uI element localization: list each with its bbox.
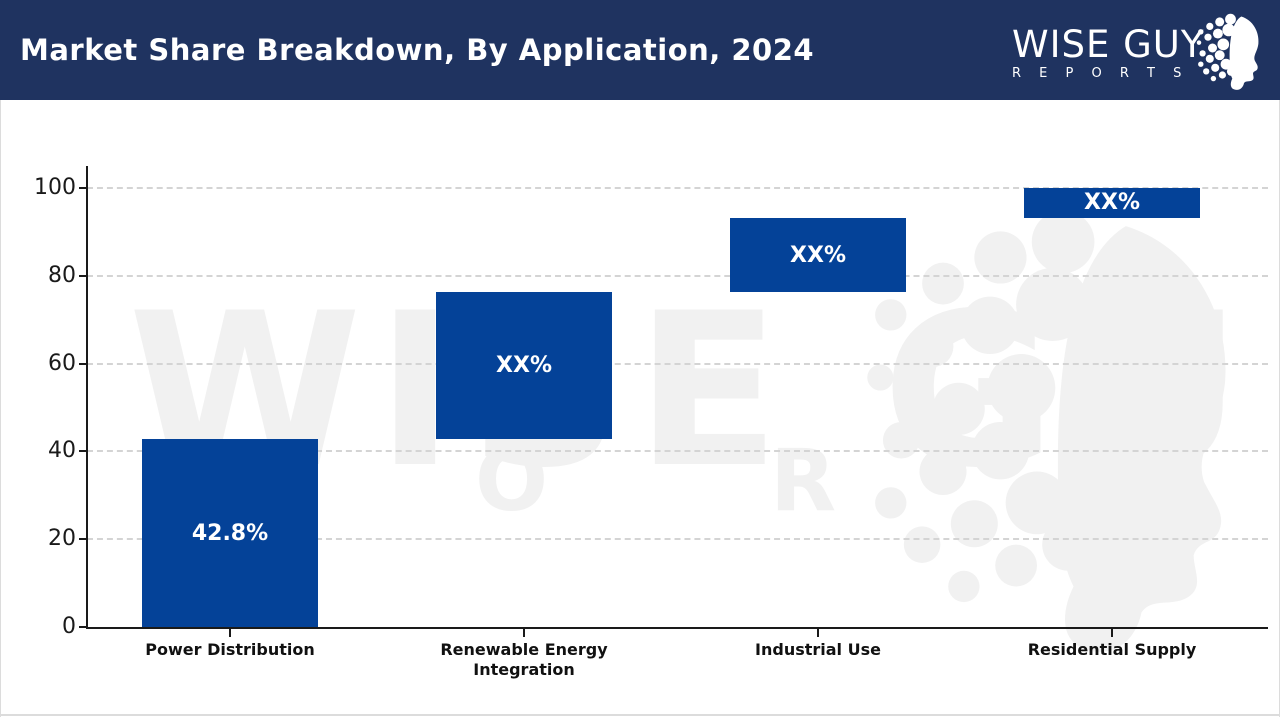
y-axis-tick-mark bbox=[79, 626, 87, 628]
bar-value-label: XX% bbox=[496, 353, 552, 379]
x-axis-tick-mark bbox=[1111, 629, 1113, 637]
x-axis-spine bbox=[86, 627, 1268, 629]
brand-wordmark: WISE GUY bbox=[1012, 23, 1205, 66]
y-axis-tick-mark bbox=[79, 362, 87, 365]
bar-value-label: XX% bbox=[1084, 190, 1140, 216]
bar-residential-supply: XX% bbox=[1024, 188, 1200, 218]
y-axis-tick-label: 0 bbox=[62, 614, 76, 639]
brand-logo-text: WISE GUY R E P O R T S bbox=[1012, 23, 1205, 82]
header-bar: Market Share Breakdown, By Application, … bbox=[0, 0, 1280, 100]
y-axis-tick-label: 60 bbox=[48, 350, 76, 376]
gridline-40 bbox=[87, 450, 1268, 453]
x-axis-category-label: Renewable Energy Integration bbox=[440, 640, 608, 679]
brand-face-icon bbox=[1196, 13, 1259, 90]
brand-logo: WISE GUY R E P O R T S bbox=[1012, 8, 1262, 94]
y-axis-tick-mark bbox=[79, 274, 87, 277]
frame-border-bottom bbox=[0, 714, 1280, 716]
x-axis-category-label: Power Distribution bbox=[145, 640, 315, 659]
bar-renewable-energy-integration: XX% bbox=[436, 292, 612, 440]
gridline-60 bbox=[87, 362, 1268, 365]
brand-subtext: R E P O R T S bbox=[1012, 66, 1189, 81]
y-axis-tick-mark bbox=[79, 187, 87, 189]
gridline-100 bbox=[87, 187, 1268, 189]
y-axis-tick-mark bbox=[79, 538, 87, 541]
y-axis-tick-label: 80 bbox=[48, 262, 76, 288]
page-title: Market Share Breakdown, By Application, … bbox=[20, 33, 815, 67]
y-axis-tick-label: 20 bbox=[48, 526, 76, 552]
y-axis-tick-mark bbox=[79, 450, 87, 453]
x-axis-category-label: Industrial Use bbox=[755, 640, 881, 659]
x-axis-tick-mark bbox=[229, 629, 231, 637]
frame-border-left bbox=[0, 100, 1, 717]
y-axis-spine bbox=[86, 166, 88, 629]
gridline-80 bbox=[87, 274, 1268, 277]
x-axis-tick-mark bbox=[523, 629, 525, 637]
gridline-20 bbox=[87, 538, 1268, 541]
bar-value-label: XX% bbox=[790, 242, 846, 268]
x-axis-category-label: Residential Supply bbox=[1027, 640, 1197, 659]
y-axis-tick-label: 100 bbox=[34, 175, 76, 200]
bar-industrial-use: XX% bbox=[730, 217, 906, 293]
bar-power-distribution: 42.8% bbox=[142, 439, 318, 627]
bar-value-label: 42.8% bbox=[191, 520, 269, 546]
y-axis-tick-label: 40 bbox=[48, 438, 76, 464]
x-axis-tick-mark bbox=[817, 629, 819, 637]
